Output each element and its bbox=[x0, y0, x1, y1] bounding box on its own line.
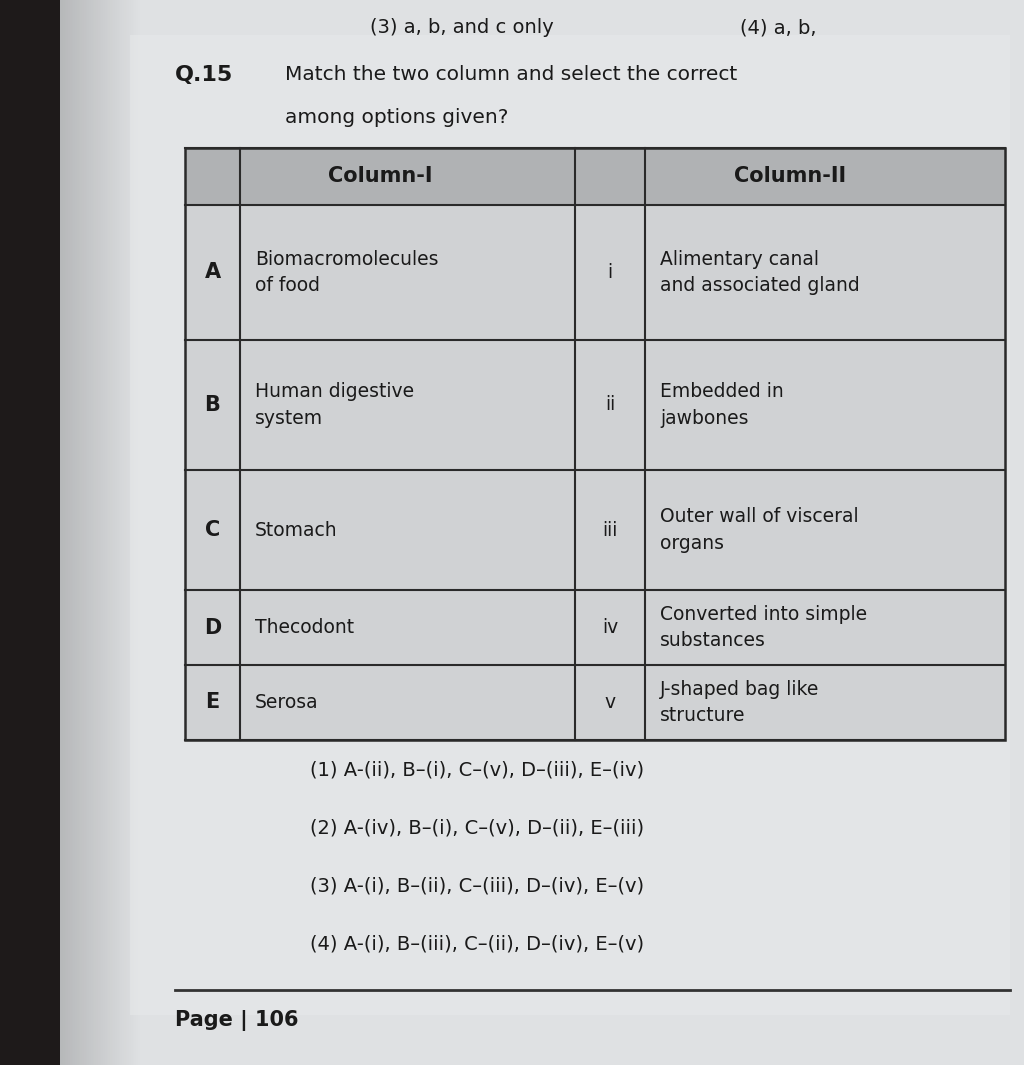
Bar bbox=[185, 204, 1005, 340]
Text: B: B bbox=[205, 395, 220, 415]
Bar bbox=[185, 340, 1005, 470]
Text: iii: iii bbox=[602, 521, 617, 540]
Text: D: D bbox=[204, 618, 221, 638]
Bar bbox=[130, 35, 1010, 1015]
Text: (1) A-(ii), B–(i), C–(v), D–(iii), E–(iv): (1) A-(ii), B–(i), C–(v), D–(iii), E–(iv… bbox=[310, 760, 644, 779]
Text: (2) A-(iv), B–(i), C–(v), D–(ii), E–(iii): (2) A-(iv), B–(i), C–(v), D–(ii), E–(iii… bbox=[310, 818, 644, 837]
Text: (3) A-(i), B–(ii), C–(iii), D–(iv), E–(v): (3) A-(i), B–(ii), C–(iii), D–(iv), E–(v… bbox=[310, 876, 644, 895]
Bar bbox=[185, 665, 1005, 740]
Text: (3) a, b, and c only: (3) a, b, and c only bbox=[370, 18, 554, 37]
Text: Biomacromolecules
of food: Biomacromolecules of food bbox=[255, 250, 438, 295]
Text: Column-II: Column-II bbox=[734, 166, 846, 186]
Text: i: i bbox=[607, 263, 612, 282]
Text: Column-I: Column-I bbox=[328, 166, 432, 186]
Bar bbox=[185, 470, 1005, 590]
Text: J-shaped bag like
structure: J-shaped bag like structure bbox=[660, 679, 819, 725]
Text: Page | 106: Page | 106 bbox=[175, 1010, 299, 1031]
Text: ii: ii bbox=[605, 395, 615, 414]
Bar bbox=[185, 148, 1005, 204]
Text: among options given?: among options given? bbox=[285, 108, 508, 127]
Text: C: C bbox=[205, 520, 220, 540]
Text: Alimentary canal
and associated gland: Alimentary canal and associated gland bbox=[660, 250, 860, 295]
Bar bbox=[185, 590, 1005, 665]
Text: Stomach: Stomach bbox=[255, 521, 338, 540]
Text: (4) a, b,: (4) a, b, bbox=[740, 18, 816, 37]
Text: Outer wall of visceral
organs: Outer wall of visceral organs bbox=[660, 507, 859, 553]
Bar bbox=[185, 148, 1005, 740]
Text: Q.15: Q.15 bbox=[175, 65, 233, 85]
Text: A: A bbox=[205, 262, 220, 282]
Text: Match the two column and select the correct: Match the two column and select the corr… bbox=[285, 65, 737, 84]
Text: v: v bbox=[604, 693, 615, 712]
Text: iv: iv bbox=[602, 618, 618, 637]
Text: E: E bbox=[206, 692, 219, 712]
Text: (4) A-(i), B–(iii), C–(ii), D–(iv), E–(v): (4) A-(i), B–(iii), C–(ii), D–(iv), E–(v… bbox=[310, 934, 644, 953]
Text: Thecodont: Thecodont bbox=[255, 618, 354, 637]
Text: Converted into simple
substances: Converted into simple substances bbox=[660, 605, 867, 651]
Text: Embedded in
jawbones: Embedded in jawbones bbox=[660, 382, 783, 428]
Text: Human digestive
system: Human digestive system bbox=[255, 382, 414, 428]
Text: Serosa: Serosa bbox=[255, 693, 318, 712]
Bar bbox=[0, 0, 60, 1065]
